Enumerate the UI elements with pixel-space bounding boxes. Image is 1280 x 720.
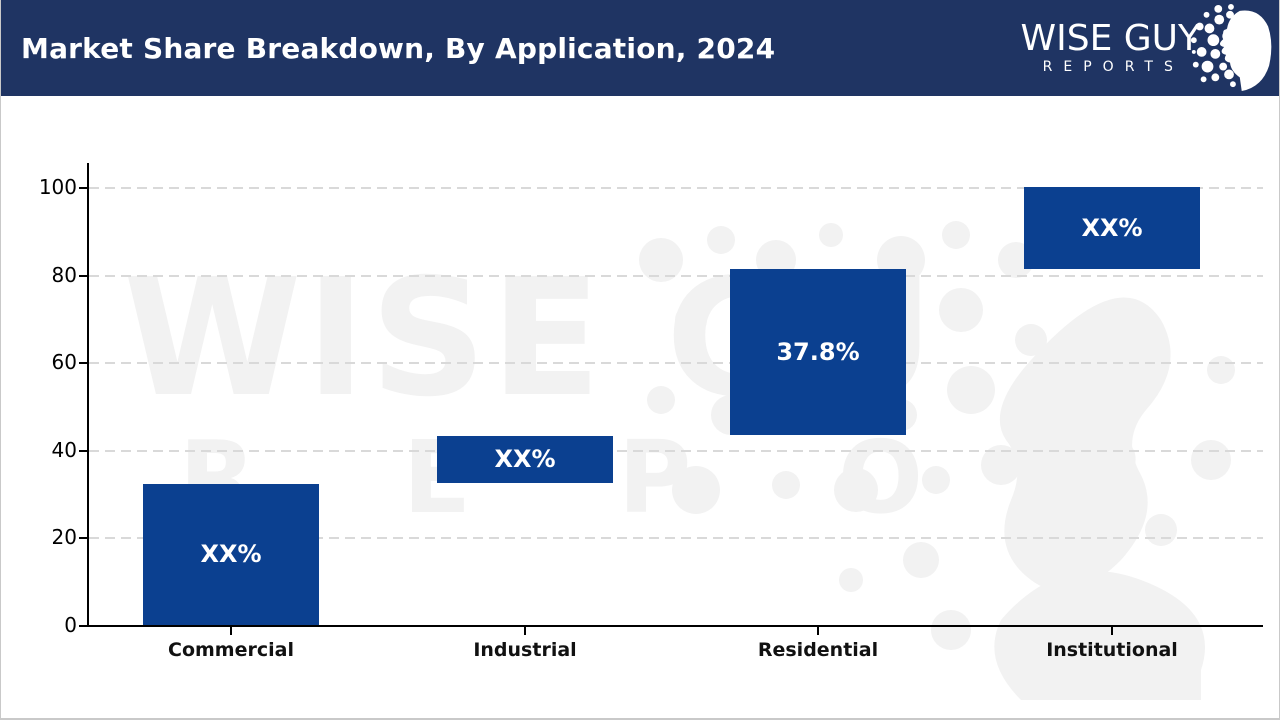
wiseguy-logo-wordmark: WISE GUY [1020, 18, 1201, 59]
gridline [89, 449, 1263, 452]
bar-commercial: XX% [143, 483, 319, 625]
x-tick-mark [230, 627, 232, 635]
bar-institutional: XX% [1024, 187, 1200, 270]
x-category-label: Industrial [473, 639, 577, 661]
y-tick-mark [79, 625, 87, 627]
x-category-label: Institutional [1046, 639, 1178, 661]
gridline [89, 187, 1263, 189]
y-tick-label: 80 [51, 262, 77, 287]
bar-residential: 37.8% [730, 269, 906, 435]
bar-value-label: 37.8% [776, 338, 860, 367]
gridline [89, 274, 1263, 277]
gridline [89, 362, 1263, 365]
y-tick-mark [79, 449, 87, 452]
bar-value-label: XX% [1081, 214, 1143, 243]
wiseguy-logo: WISE GUY REPORTS [1021, 0, 1275, 96]
x-tick-mark [524, 627, 526, 635]
y-tick-label: 0 [64, 613, 77, 637]
y-axis-line [87, 163, 89, 627]
wiseguy-logo-text: WISE GUY REPORTS [1020, 18, 1201, 76]
plot-area: 0 20 40 60 80 100 XX% Commercial XX% Industrial 37… [1, 96, 1279, 718]
y-tick-label: 20 [51, 525, 77, 550]
y-tick-label: 100 [38, 175, 77, 199]
bar-value-label: XX% [200, 540, 262, 569]
gridline [89, 537, 1263, 540]
x-category-label: Residential [757, 639, 879, 661]
bar-industrial: XX% [437, 435, 613, 484]
y-tick-label: 40 [51, 437, 77, 462]
x-tick-mark [817, 627, 819, 635]
wiseguy-logo-subtitle: REPORTS [1042, 59, 1184, 75]
header: Market Share Breakdown, By Application, … [1, 0, 1279, 96]
y-tick-mark [79, 362, 87, 365]
x-category-label: Commercial [168, 639, 294, 661]
x-axis-line [87, 625, 1263, 627]
wiseguy-face-icon [1190, 4, 1272, 92]
y-tick-mark [79, 187, 87, 189]
bar-value-label: XX% [494, 445, 556, 474]
x-tick-mark [1111, 627, 1113, 635]
y-tick-mark [79, 274, 87, 277]
y-tick-label: 60 [51, 350, 77, 375]
y-tick-mark [79, 537, 87, 540]
chart-title: Market Share Breakdown, By Application, … [21, 31, 776, 65]
